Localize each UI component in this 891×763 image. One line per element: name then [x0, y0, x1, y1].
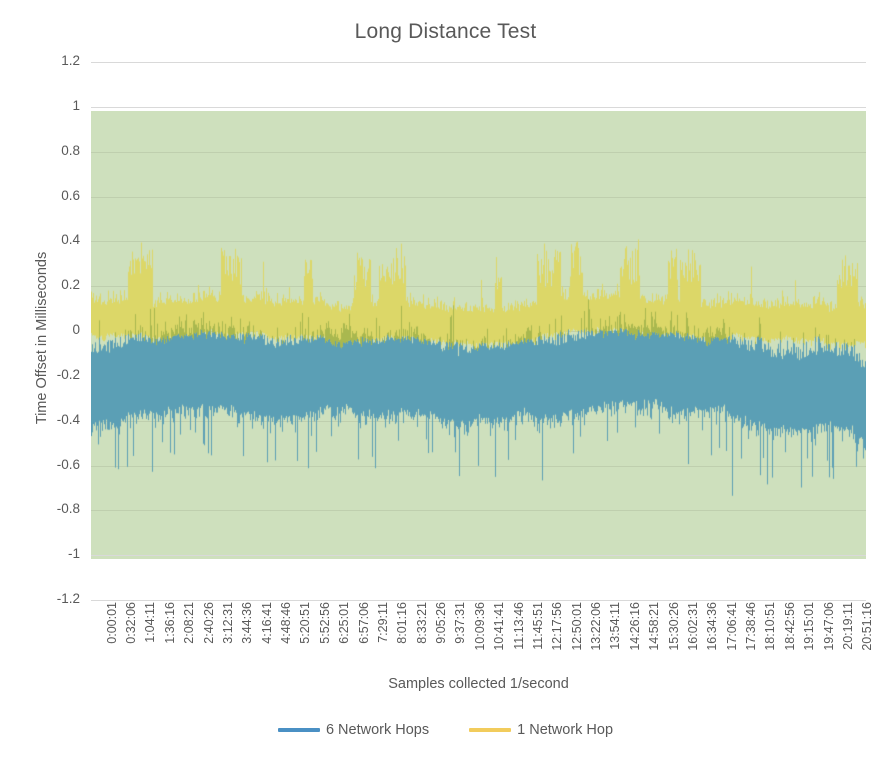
- series-plot-canvas: [91, 62, 866, 600]
- x-axis-tick-label: 0:32:06: [124, 602, 139, 644]
- x-axis-tick-label: 1:36:16: [162, 602, 177, 644]
- x-axis-tick-label: 18:10:51: [763, 602, 778, 651]
- x-axis-tick-label: 16:02:31: [685, 602, 700, 651]
- x-axis-tick-label: 14:58:21: [647, 602, 662, 651]
- legend-label: 6 Network Hops: [325, 722, 430, 738]
- x-axis-tick-label: 10:41:41: [492, 602, 507, 651]
- x-axis-tick-label: 13:22:06: [589, 602, 604, 651]
- y-axis-tick-label: 1: [72, 97, 80, 113]
- x-axis-tick-label: 6:25:01: [337, 602, 352, 644]
- x-axis-tick-label: 12:50:01: [569, 602, 584, 651]
- x-axis-tick-label: 4:16:41: [259, 602, 274, 644]
- y-axis-tick-label: -0.2: [56, 366, 80, 382]
- chart-title: Long Distance Test: [354, 20, 537, 43]
- x-axis-tick-label: 7:29:11: [375, 602, 390, 643]
- y-axis-tick-label: 0.4: [61, 232, 80, 248]
- x-axis-tick-label: 17:06:41: [724, 602, 739, 651]
- x-axis-tick-label: 13:54:11: [608, 602, 623, 650]
- x-axis-tick-label: 20:19:11: [840, 602, 855, 650]
- legend-item[interactable]: 6 Network Hops: [277, 722, 430, 738]
- y-axis-tick-label: 0: [72, 322, 80, 337]
- y-axis-tick-label: -1.2: [56, 591, 80, 606]
- y-axis-tick-label: -0.6: [56, 456, 80, 472]
- x-axis-tick-label: 20:51:16: [860, 602, 875, 651]
- x-axis-tick-label: 5:52:56: [317, 602, 332, 644]
- x-axis-tick-label: 3:44:36: [240, 602, 255, 644]
- x-axis-tick-label: 1:04:11: [143, 602, 158, 643]
- x-axis-tick-label: 5:20:51: [298, 602, 313, 644]
- y-axis-tick-label: 0.8: [61, 142, 80, 158]
- x-axis-tick-label: 18:42:56: [782, 602, 797, 651]
- y-axis-tick-label: 0.2: [61, 277, 80, 293]
- x-axis-tick-label: 4:48:46: [279, 602, 294, 644]
- x-axis-line: [91, 600, 866, 601]
- plot-area: [91, 62, 866, 601]
- legend-color-swatch: [277, 728, 320, 732]
- x-axis-tick-label: 9:37:31: [453, 602, 468, 644]
- y-axis-tick-label: 0.6: [61, 187, 80, 203]
- legend-color-swatch: [469, 728, 512, 732]
- x-axis-tick-label: 17:38:46: [744, 602, 759, 651]
- x-axis-tick-label: 14:26:16: [627, 602, 642, 651]
- x-axis-tick-label: 12:17:56: [550, 602, 565, 651]
- x-axis-tick-label: 3:12:31: [220, 602, 235, 644]
- x-axis-tick-label: 8:33:21: [414, 602, 429, 644]
- x-axis-tick-label: 0:00:01: [104, 602, 119, 644]
- x-axis-tick-label: 9:05:26: [434, 602, 449, 644]
- x-axis-tick-label: 19:47:06: [821, 602, 836, 651]
- chart-legend: 6 Network Hops 1 Network Hop: [0, 722, 891, 738]
- x-axis-tick-label: 6:57:06: [356, 602, 371, 644]
- y-axis-tick-labels: 1.2 1 0.8 0.6 0.4 0.2 0 -0.2 -0.4 -0.6 -0.8 -1 -1.2: [0, 53, 891, 606]
- x-axis-tick-label: 16:34:36: [705, 602, 720, 651]
- x-axis-tick-label: 15:30:26: [666, 602, 681, 651]
- x-axis-tick-label: 11:13:46: [511, 602, 526, 650]
- legend-label: 1 Network Hop: [517, 722, 614, 738]
- x-axis-tick-label: 8:01:16: [395, 602, 410, 644]
- legend-item[interactable]: 1 Network Hop: [469, 722, 613, 738]
- x-axis-title: Samples collected 1/second: [388, 676, 569, 692]
- x-axis-tick-label: 10:09:36: [472, 602, 487, 651]
- x-axis-tick-label: 2:08:21: [182, 602, 197, 644]
- y-axis-tick-label: 1.2: [61, 53, 80, 68]
- x-axis-tick-label: 11:45:51: [530, 602, 545, 650]
- x-axis-tick-label: 2:40:26: [201, 602, 216, 644]
- x-axis-tick-labels: 0:00:01 0:32:06 1:04:11 1:36:16 2:08:21 2:40:…: [91, 602, 875, 674]
- y-axis-tick-label: -0.8: [56, 501, 80, 517]
- y-axis-tick-label: -1: [67, 546, 80, 562]
- y-axis-tick-label: -0.4: [56, 411, 80, 427]
- x-axis-tick-label: 19:15:01: [802, 602, 817, 651]
